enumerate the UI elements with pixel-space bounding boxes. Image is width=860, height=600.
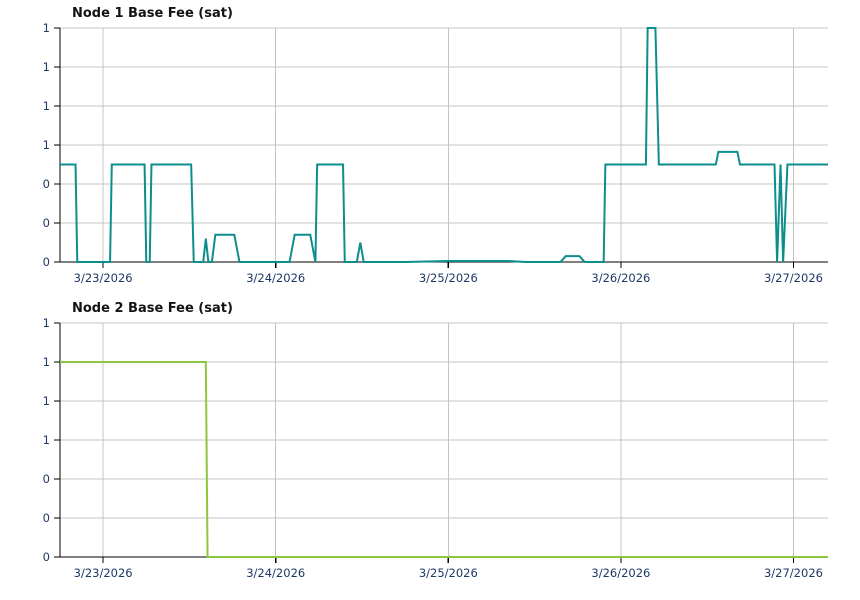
x-tick-label: 3/26/2026 bbox=[591, 566, 650, 580]
y-tick-label: 1 bbox=[43, 99, 50, 113]
y-tick-label: 0 bbox=[43, 177, 50, 191]
x-tick-label: 3/25/2026 bbox=[419, 566, 478, 580]
y-tick-label: 0 bbox=[43, 511, 50, 525]
y-tick-label: 1 bbox=[43, 138, 50, 152]
x-tick-label: 3/24/2026 bbox=[246, 271, 305, 285]
node-2-base-fee-chart[interactable]: Node 2 Base Fee (sat) 1 1 1 1 0 0 0 3/23/2026 3/2… bbox=[0, 295, 860, 585]
chart-title: Node 2 Base Fee (sat) bbox=[72, 301, 233, 316]
y-tick-label: 1 bbox=[43, 21, 50, 35]
y-tick-label: 0 bbox=[43, 472, 50, 486]
y-tick-label: 1 bbox=[43, 316, 50, 330]
y-tick-label: 1 bbox=[43, 394, 50, 408]
x-tick-label: 3/25/2026 bbox=[419, 271, 478, 285]
node-1-base-fee-chart[interactable]: Node 1 Base Fee (sat) 1 1 1 1 0 0 0 3/23/2026 3/2… bbox=[0, 0, 860, 290]
x-tick-label: 3/26/2026 bbox=[591, 271, 650, 285]
x-tick-label: 3/27/2026 bbox=[764, 566, 823, 580]
y-tick-label: 1 bbox=[43, 433, 50, 447]
x-tick-label: 3/23/2026 bbox=[74, 271, 133, 285]
series-line bbox=[60, 361, 828, 558]
y-tick-label: 1 bbox=[43, 60, 50, 74]
y-tick-label: 0 bbox=[43, 216, 50, 230]
series-line bbox=[60, 27, 828, 263]
chart-title: Node 1 Base Fee (sat) bbox=[72, 6, 233, 21]
chart-panel-node-1: Node 1 Base Fee (sat) 1 1 1 1 0 0 0 3/23/2026 3/2… bbox=[0, 0, 860, 290]
y-tick-label: 1 bbox=[43, 355, 50, 369]
chart-panel-node-2: Node 2 Base Fee (sat) 1 1 1 1 0 0 0 3/23/2026 3/2… bbox=[0, 295, 860, 585]
x-tick-label: 3/27/2026 bbox=[764, 271, 823, 285]
y-tick-label: 0 bbox=[43, 550, 50, 564]
x-tick-label: 3/23/2026 bbox=[74, 566, 133, 580]
x-tick-label: 3/24/2026 bbox=[246, 566, 305, 580]
y-tick-label: 0 bbox=[43, 255, 50, 269]
